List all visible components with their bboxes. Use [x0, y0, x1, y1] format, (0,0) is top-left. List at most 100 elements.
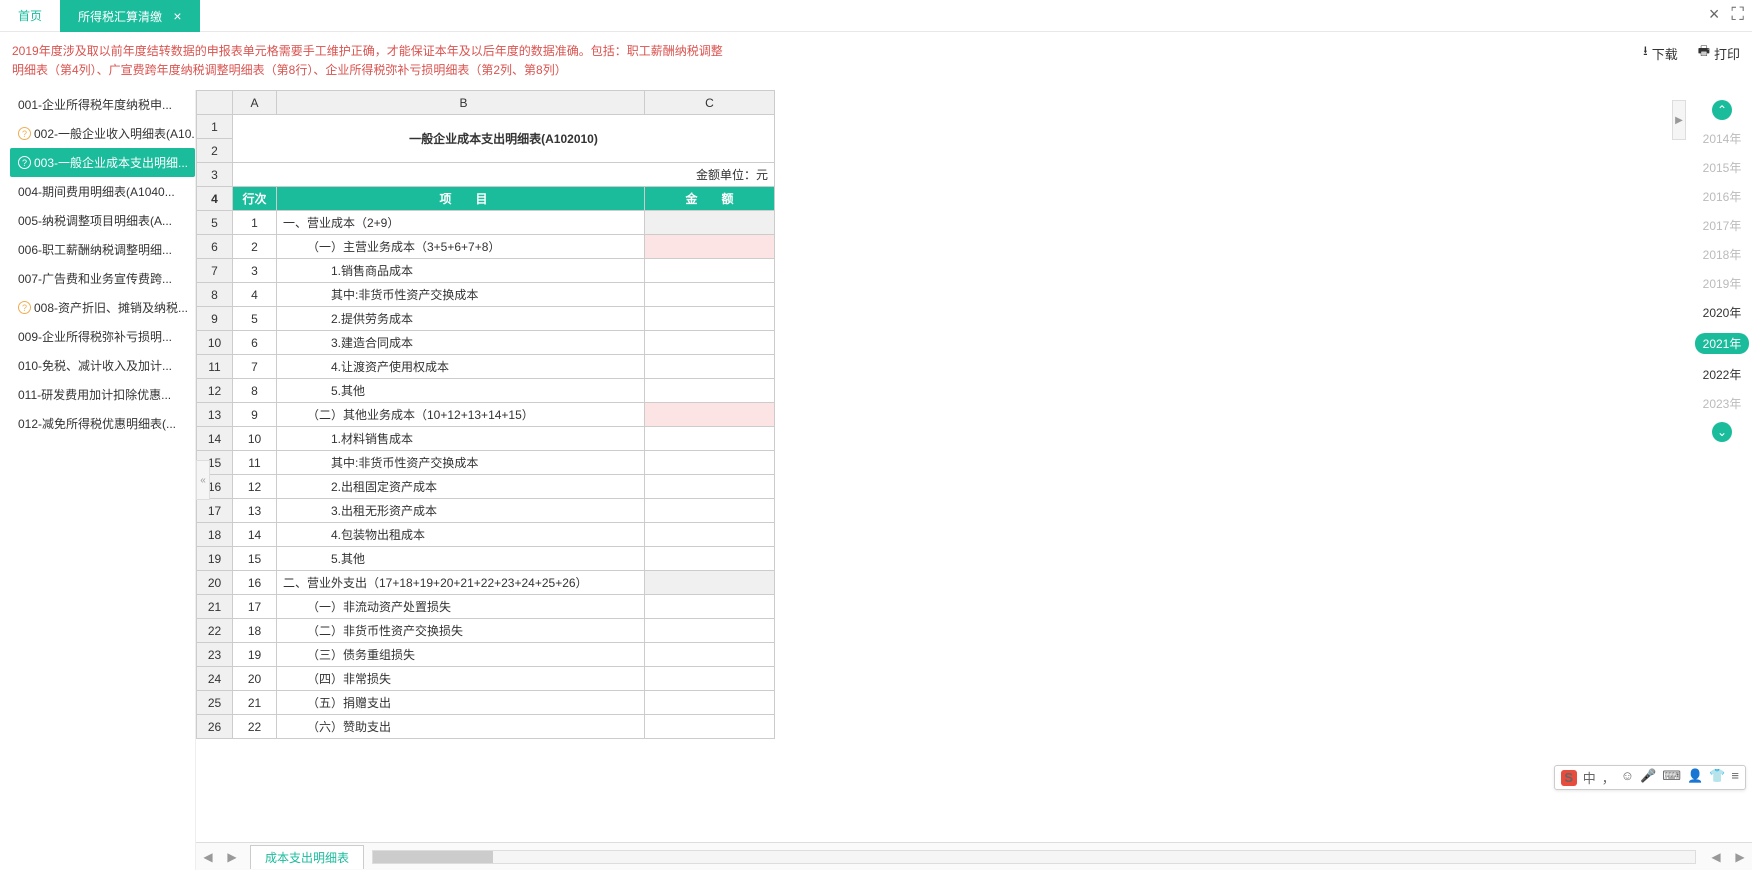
- cell-item[interactable]: 4.包装物出租成本: [277, 523, 645, 547]
- row-header[interactable]: 24: [197, 667, 233, 691]
- cell-item[interactable]: （一）非流动资产处置损失: [277, 595, 645, 619]
- cell-amount[interactable]: [645, 451, 775, 475]
- cell-amount[interactable]: [645, 331, 775, 355]
- row-header[interactable]: 1: [197, 115, 233, 139]
- cell-rownum[interactable]: 15: [233, 547, 277, 571]
- cell-item[interactable]: 一、营业成本（2+9）: [277, 211, 645, 235]
- sidebar-item-11[interactable]: 012-减免所得税优惠明细表(...: [10, 409, 195, 438]
- year-scroll-up-icon[interactable]: ⌃: [1712, 100, 1732, 120]
- year-item[interactable]: 2021年: [1695, 333, 1750, 354]
- row-header[interactable]: 21: [197, 595, 233, 619]
- tab-active[interactable]: 所得税汇算清缴 ×: [60, 0, 200, 32]
- cell-amount[interactable]: [645, 307, 775, 331]
- row-header[interactable]: 7: [197, 259, 233, 283]
- cell-item[interactable]: 其中:非货币性资产交换成本: [277, 451, 645, 475]
- ime-icon[interactable]: ☺: [1621, 768, 1634, 787]
- tab-home[interactable]: 首页: [0, 0, 60, 32]
- cell-amount[interactable]: [645, 643, 775, 667]
- row-header[interactable]: 11: [197, 355, 233, 379]
- row-header[interactable]: 10: [197, 331, 233, 355]
- print-button[interactable]: 🖶 打印: [1698, 42, 1740, 64]
- year-item[interactable]: 2022年: [1703, 366, 1742, 383]
- row-header[interactable]: 23: [197, 643, 233, 667]
- cell-rownum[interactable]: 8: [233, 379, 277, 403]
- cell-rownum[interactable]: 13: [233, 499, 277, 523]
- row-header[interactable]: 8: [197, 283, 233, 307]
- cell-amount[interactable]: [645, 427, 775, 451]
- cell-item[interactable]: 1.销售商品成本: [277, 259, 645, 283]
- sidebar-item-2[interactable]: ?003-一般企业成本支出明细...: [10, 148, 195, 177]
- cell-rownum[interactable]: 6: [233, 331, 277, 355]
- scroll-left-icon[interactable]: ◀: [1704, 850, 1728, 864]
- cell-item[interactable]: 3.建造合同成本: [277, 331, 645, 355]
- cell-amount[interactable]: [645, 547, 775, 571]
- year-item[interactable]: 2018年: [1703, 246, 1742, 263]
- ime-icon[interactable]: 👤: [1687, 768, 1703, 787]
- cell-item[interactable]: （六）赞助支出: [277, 715, 645, 739]
- cell-amount[interactable]: [645, 379, 775, 403]
- ime-icon[interactable]: ，: [1602, 768, 1615, 787]
- col-header-b[interactable]: B: [277, 91, 645, 115]
- row-header[interactable]: 13: [197, 403, 233, 427]
- cell-item[interactable]: 5.其他: [277, 379, 645, 403]
- scrollbar-thumb[interactable]: [373, 851, 493, 863]
- cell-rownum[interactable]: 22: [233, 715, 277, 739]
- year-item[interactable]: 2020年: [1703, 304, 1742, 321]
- sheet-nav-prev[interactable]: ◀: [196, 850, 220, 864]
- cell-rownum[interactable]: 9: [233, 403, 277, 427]
- cell-amount[interactable]: [645, 619, 775, 643]
- ime-icon[interactable]: 中: [1583, 768, 1596, 787]
- cell-rownum[interactable]: 19: [233, 643, 277, 667]
- scroll-right-icon[interactable]: ▶: [1728, 850, 1752, 864]
- cell-item[interactable]: （五）捐赠支出: [277, 691, 645, 715]
- row-header[interactable]: 25: [197, 691, 233, 715]
- cell-amount[interactable]: [645, 691, 775, 715]
- cell-item[interactable]: （一）主营业务成本（3+5+6+7+8）: [277, 235, 645, 259]
- year-item[interactable]: 2017年: [1703, 217, 1742, 234]
- sidebar-item-7[interactable]: ?008-资产折旧、摊销及纳税...: [10, 293, 195, 322]
- row-header[interactable]: 2: [197, 139, 233, 163]
- row-header[interactable]: 9: [197, 307, 233, 331]
- sheet-nav-next[interactable]: ▶: [220, 850, 244, 864]
- horizontal-scrollbar[interactable]: [372, 850, 1696, 864]
- cell-rownum[interactable]: 1: [233, 211, 277, 235]
- sidebar-item-6[interactable]: 007-广告费和业务宣传费跨...: [10, 264, 195, 293]
- cell-amount[interactable]: [645, 403, 775, 427]
- cell-item[interactable]: 2.提供劳务成本: [277, 307, 645, 331]
- cell-amount[interactable]: [645, 259, 775, 283]
- year-item[interactable]: 2015年: [1703, 159, 1742, 176]
- year-scroll-down-icon[interactable]: ⌄: [1712, 422, 1732, 442]
- year-item[interactable]: 2019年: [1703, 275, 1742, 292]
- year-item[interactable]: 2016年: [1703, 188, 1742, 205]
- cell-amount[interactable]: [645, 667, 775, 691]
- cell-amount[interactable]: [645, 235, 775, 259]
- sidebar-collapse-handle[interactable]: «: [196, 460, 210, 500]
- cell-item[interactable]: （二）其他业务成本（10+12+13+14+15）: [277, 403, 645, 427]
- ime-icon[interactable]: 🎤: [1640, 768, 1656, 787]
- cell-item[interactable]: （四）非常损失: [277, 667, 645, 691]
- col-header-a[interactable]: A: [233, 91, 277, 115]
- sidebar-item-1[interactable]: ?002-一般企业收入明细表(A10...: [10, 119, 195, 148]
- ime-icon[interactable]: 👕: [1709, 768, 1725, 787]
- download-button[interactable]: ⭳ 下载: [1643, 42, 1678, 64]
- row-header[interactable]: 6: [197, 235, 233, 259]
- row-header[interactable]: 4: [197, 187, 233, 211]
- row-header[interactable]: 22: [197, 619, 233, 643]
- cell-rownum[interactable]: 16: [233, 571, 277, 595]
- cell-rownum[interactable]: 11: [233, 451, 277, 475]
- cell-rownum[interactable]: 14: [233, 523, 277, 547]
- cell-rownum[interactable]: 2: [233, 235, 277, 259]
- cell-amount[interactable]: [645, 715, 775, 739]
- cell-item[interactable]: （三）债务重组损失: [277, 643, 645, 667]
- ime-icon[interactable]: ≡: [1731, 768, 1739, 787]
- sidebar-item-4[interactable]: 005-纳税调整项目明细表(A...: [10, 206, 195, 235]
- cell-rownum[interactable]: 20: [233, 667, 277, 691]
- sidebar-item-3[interactable]: 004-期间费用明细表(A1040...: [10, 177, 195, 206]
- ime-toolbar[interactable]: S 中，☺🎤⌨👤👕≡: [1554, 765, 1746, 790]
- right-panel-expand-handle[interactable]: ▶: [1672, 100, 1686, 140]
- sidebar-item-8[interactable]: 009-企业所得税弥补亏损明...: [10, 322, 195, 351]
- cell-rownum[interactable]: 4: [233, 283, 277, 307]
- close-icon[interactable]: ×: [1709, 4, 1720, 25]
- cell-item[interactable]: 其中:非货币性资产交换成本: [277, 283, 645, 307]
- sidebar-item-10[interactable]: 011-研发费用加计扣除优惠...: [10, 380, 195, 409]
